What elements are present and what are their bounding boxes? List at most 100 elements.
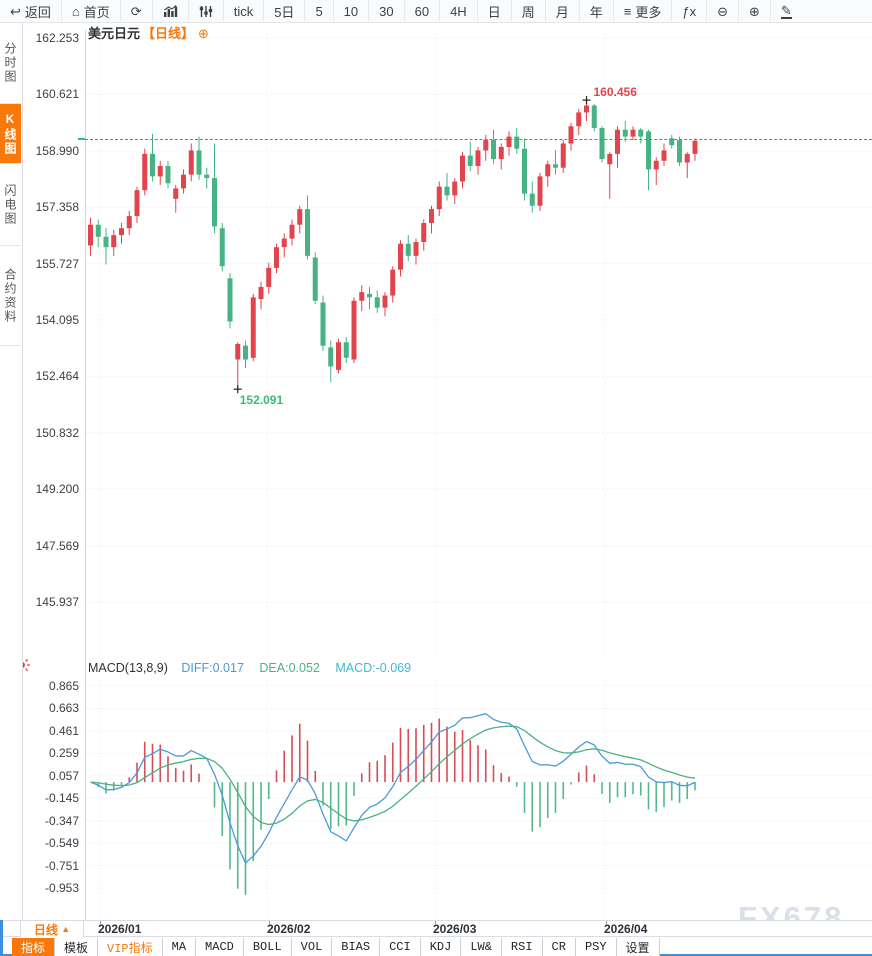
price-tick-label: 154.095 [35, 313, 79, 327]
month-label: 2026/02 [267, 922, 311, 936]
price-tick-label: 152.464 [35, 369, 79, 384]
tab-CCI[interactable]: CCI [380, 938, 421, 956]
period-year-label: 年 [589, 4, 603, 20]
period-badge: 【日线】 [142, 26, 195, 41]
macd-dea-value: DEA:0.052 [259, 661, 320, 675]
macd-tick-label: -0.145 [44, 791, 79, 806]
tab-VOL[interactable]: VOL [292, 938, 333, 956]
home-button[interactable]: ⌂ 首页 [62, 0, 121, 22]
price-tick-label: 150.832 [35, 425, 79, 440]
period-year-button[interactable]: 年 [580, 0, 614, 22]
period-week-button[interactable]: 周 [512, 0, 546, 22]
period-day-button[interactable]: 日 [478, 0, 512, 22]
period-5d-button[interactable]: 5日 [264, 0, 306, 22]
period-60-button[interactable]: 60 [405, 0, 441, 22]
zoom-in-button[interactable]: ⊕ [739, 0, 771, 22]
top-toolbar: ↩ 返回 ⌂ 首页 ⟳ tick 5日 5 10 30 60 4H 日周月年 ≡ 更多 ƒx ⊖ ⊕ ✎ [0, 0, 872, 23]
price-chart-canvas[interactable] [86, 30, 872, 655]
sidebar-item-4[interactable]: 合约资料 [0, 246, 21, 346]
sidebar-item-2[interactable]: K线图 [0, 104, 21, 164]
price-annotation: 160.456 [593, 85, 637, 100]
month-tick [100, 921, 101, 925]
tab-BIAS[interactable]: BIAS [332, 938, 381, 956]
month-tick [435, 921, 436, 925]
chart-type-button[interactable] [153, 0, 189, 22]
tab-设置[interactable]: 设置 [617, 938, 660, 956]
bar-chart-icon [163, 4, 178, 18]
tab-MACD[interactable]: MACD [196, 938, 244, 956]
price-tick-label: 160.621 [35, 87, 79, 102]
period-tick-label: tick [233, 3, 254, 19]
month-label: 2026/01 [98, 922, 142, 936]
macd-canvas[interactable] [86, 680, 872, 920]
back-button[interactable]: ↩ 返回 [0, 0, 62, 22]
tab-LW&[interactable]: LW& [461, 938, 502, 956]
home-icon: ⌂ [71, 3, 80, 19]
back-arrow-icon: ↩ [10, 3, 21, 19]
period-10-button[interactable]: 10 [334, 0, 370, 22]
macd-diff-value: DIFF:0.017 [181, 661, 244, 675]
back-label: 返回 [24, 4, 51, 20]
period-tick-button[interactable]: tick [224, 0, 265, 22]
last-price-axis-tick [78, 138, 85, 140]
tab-PSY[interactable]: PSY [576, 938, 617, 956]
indicator-settings-button[interactable] [189, 0, 224, 22]
tab-模板[interactable]: 模板 [55, 938, 99, 956]
price-tick-label: 158.990 [35, 143, 79, 158]
add-indicator-icon[interactable]: ⊕ [198, 26, 209, 41]
tab-指标[interactable]: 指标 [12, 938, 56, 956]
price-tick-label: 145.937 [35, 595, 79, 609]
arrow-up-icon: ▲ [61, 924, 71, 934]
period-week-label: 周 [521, 4, 535, 20]
refresh-button[interactable]: ⟳ [121, 0, 153, 22]
macd-header: MACD(13,8,9) DIFF:0.017 DEA:0.052 MACD:-… [88, 661, 411, 675]
zoom-out-button[interactable]: ⊖ [707, 0, 740, 22]
price-annotation: 152.091 [239, 393, 284, 408]
month-label: 2026/04 [604, 922, 648, 936]
chart-title: 美元日元 【日线】 ⊕ [88, 23, 209, 42]
price-tick-label: 155.727 [35, 256, 79, 271]
macd-tick-label: 0.259 [48, 746, 79, 761]
period-4h-label: 4H [450, 3, 467, 19]
macd-name: MACD(13,8,9) [88, 661, 168, 675]
period-5-button[interactable]: 5 [305, 0, 334, 22]
macd-tick-label: -0.347 [44, 813, 79, 828]
macd-tick-label: 0.663 [48, 701, 79, 716]
menu-icon: ≡ [623, 3, 632, 19]
zoom-in-icon: ⊕ [749, 3, 760, 19]
tab-RSI[interactable]: RSI [502, 938, 543, 956]
month-tick [606, 921, 607, 925]
time-axis: 日线 ▲ 2026/01 2026/02 2026/03 2026/04 [0, 920, 872, 937]
period-month-button[interactable]: 月 [546, 0, 580, 22]
tab-KDJ[interactable]: KDJ [421, 938, 462, 956]
refresh-icon: ⟳ [130, 3, 142, 19]
macd-tick-label: -0.751 [44, 858, 79, 873]
price-tick-label: 162.253 [35, 31, 79, 45]
sliders-icon [199, 5, 213, 18]
draw-button[interactable]: ✎ [771, 0, 802, 22]
tab-BOLL[interactable]: BOLL [244, 938, 292, 956]
sidebar-item-3[interactable]: 闪电图 [0, 164, 21, 246]
price-axis-line [85, 30, 86, 920]
macd-tick-label: -0.549 [44, 836, 79, 851]
month-tick [269, 921, 270, 925]
period-4h-button[interactable]: 4H [440, 0, 478, 22]
sidebar-item-1[interactable]: 分时图 [0, 22, 21, 104]
tab-VIP指标[interactable]: VIP指标 [98, 938, 163, 956]
more-button[interactable]: ≡ 更多 [614, 0, 673, 22]
macd-macd-value: MACD:-0.069 [335, 661, 412, 675]
period-selector[interactable]: 日线 ▲ [20, 921, 84, 937]
period-10-label: 10 [343, 3, 359, 19]
formula-button[interactable]: ƒx [672, 0, 708, 22]
tab-CR[interactable]: CR [543, 938, 576, 956]
home-label: 首页 [83, 4, 110, 20]
pen-icon: ✎ [780, 2, 792, 19]
price-tick-label: 147.569 [35, 538, 79, 553]
month-label: 2026/03 [433, 922, 477, 936]
price-tick-label: 157.358 [35, 200, 79, 215]
period-month-label: 月 [555, 4, 569, 20]
tab-MA[interactable]: MA [163, 938, 197, 956]
period-day-label: 日 [487, 4, 501, 20]
period-30-button[interactable]: 30 [369, 0, 405, 22]
indicator-tabbar: 指标 模板 VIP指标 MA MACD BOLL VOL BIAS CCI KDJ LW& RSI CR… [12, 938, 660, 956]
